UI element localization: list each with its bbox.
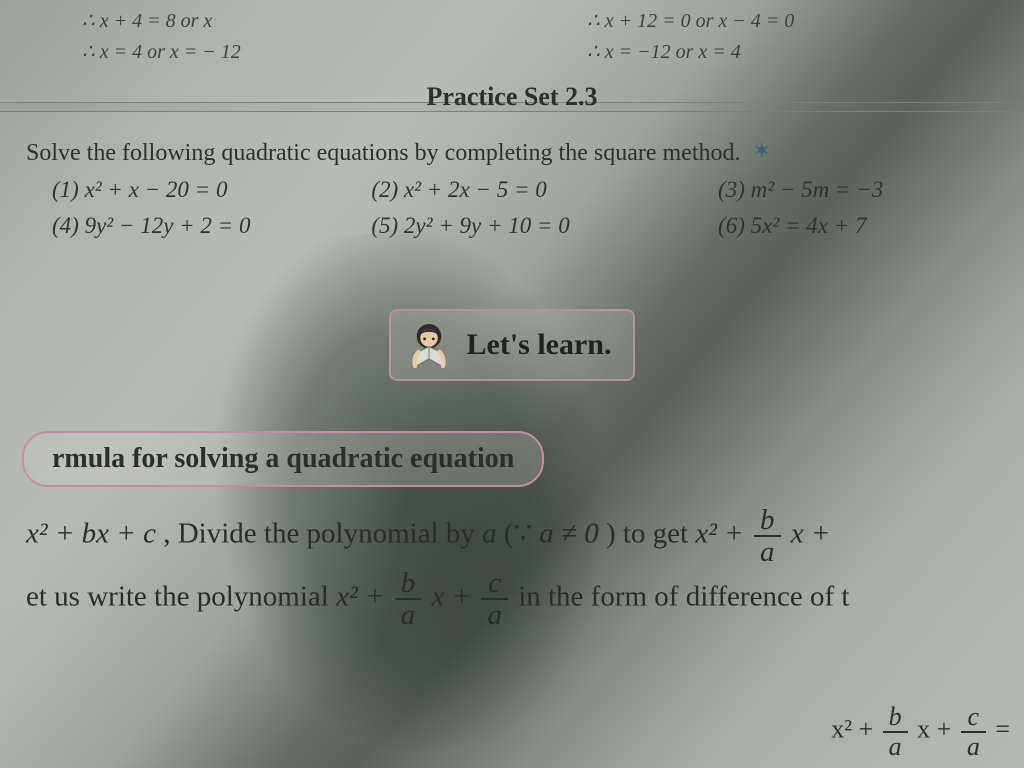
- lets-learn-section: Let's learn.: [22, 309, 1002, 381]
- body-seg: , Divide the polynomial by: [163, 518, 482, 550]
- lets-learn-box: Let's learn.: [389, 309, 636, 381]
- frag-seg: =: [995, 715, 1010, 744]
- fraction-numerator: b: [883, 703, 908, 732]
- worked-right-line2: ∴ x = −12 or x = 4: [587, 39, 972, 64]
- problem-equation: x² + x − 20 = 0: [85, 177, 228, 202]
- problem-5: (5) 2y² + 9y + 10 = 0: [371, 213, 700, 239]
- fraction-denominator: a: [395, 600, 422, 630]
- body-seg: (∵: [504, 518, 539, 550]
- fraction-b-over-a: b a: [395, 568, 422, 631]
- fraction-denominator: a: [481, 600, 508, 630]
- frag-seg: x +: [917, 715, 958, 744]
- worked-left-line2: ∴ x = 4 or x = − 12: [82, 39, 467, 64]
- star-icon: ✶: [753, 138, 771, 164]
- reading-girl-icon: [401, 317, 457, 373]
- fraction-denominator: a: [754, 537, 781, 567]
- worked-left-line1: ∴ x + 4 = 8 or x: [82, 8, 467, 33]
- worked-right-line1: ∴ x + 12 = 0 or x − 4 = 0: [587, 8, 972, 33]
- body-seg: a: [482, 518, 497, 550]
- problem-4: (4) 9y² − 12y + 2 = 0: [52, 213, 353, 239]
- fraction-b-over-a: b a: [754, 505, 781, 568]
- fraction-numerator: c: [961, 703, 986, 732]
- problem-2: (2) x² + 2x − 5 = 0: [371, 177, 700, 203]
- problem-number: (6): [718, 213, 745, 238]
- bottom-right-fragment: x² + b a x + c a =: [831, 703, 1010, 760]
- worked-example-top: ∴ x + 4 = 8 or x ∴ x = 4 or x = − 12 ∴ x…: [22, 8, 1002, 76]
- practice-set-header: Practice Set 2.3: [22, 80, 1002, 124]
- body-seg: x² + bx + c: [26, 518, 156, 550]
- body-seg: et us write the polynomial: [26, 580, 336, 612]
- textbook-page: ∴ x + 4 = 8 or x ∴ x = 4 or x = − 12 ∴ x…: [0, 0, 1024, 768]
- body-seg: x +: [431, 580, 478, 612]
- problem-number: (5): [371, 213, 398, 238]
- problem-3: (3) m² − 5m = −3: [718, 177, 992, 203]
- fraction-numerator: b: [754, 505, 781, 537]
- body-seg: x² +: [695, 518, 751, 550]
- instruction-text: Solve the following quadratic equations …: [26, 138, 1002, 167]
- body-seg: x +: [791, 518, 831, 550]
- problem-equation: 2y² + 9y + 10 = 0: [404, 213, 570, 238]
- problem-number: (3): [718, 177, 745, 202]
- problem-number: (1): [52, 177, 79, 202]
- fraction-numerator: b: [395, 568, 422, 600]
- formula-heading-pill: rmula for solving a quadratic equation: [22, 431, 544, 487]
- problem-equation: x² + 2x − 5 = 0: [404, 177, 547, 202]
- fraction-denominator: a: [883, 733, 908, 760]
- practice-set-title: Practice Set 2.3: [412, 82, 611, 112]
- body-paragraph: x² + bx + c , Divide the polynomial by a…: [22, 505, 1002, 631]
- problem-number: (4): [52, 213, 79, 238]
- problem-grid: (1) x² + x − 20 = 0 (2) x² + 2x − 5 = 0 …: [22, 177, 1002, 239]
- problem-6: (6) 5x² = 4x + 7: [718, 213, 992, 239]
- body-seg: ) to get: [606, 518, 695, 550]
- fraction-b-over-a: b a: [883, 703, 908, 760]
- frag-seg: x² +: [831, 715, 879, 744]
- problem-equation: m² − 5m = −3: [751, 177, 884, 202]
- body-seg: a ≠ 0: [539, 518, 598, 550]
- lets-learn-label: Let's learn.: [467, 328, 612, 362]
- fraction-numerator: c: [481, 568, 508, 600]
- problem-equation: 5x² = 4x + 7: [751, 213, 867, 238]
- problem-equation: 9y² − 12y + 2 = 0: [85, 213, 251, 238]
- instruction-label: Solve the following quadratic equations …: [26, 140, 741, 166]
- problem-1: (1) x² + x − 20 = 0: [52, 177, 353, 203]
- fraction-c-over-a: c a: [961, 703, 986, 760]
- body-seg: x² +: [336, 580, 392, 612]
- fraction-c-over-a: c a: [481, 568, 508, 631]
- fraction-denominator: a: [961, 733, 986, 760]
- body-seg: in the form of difference of t: [518, 580, 849, 612]
- problem-number: (2): [371, 177, 398, 202]
